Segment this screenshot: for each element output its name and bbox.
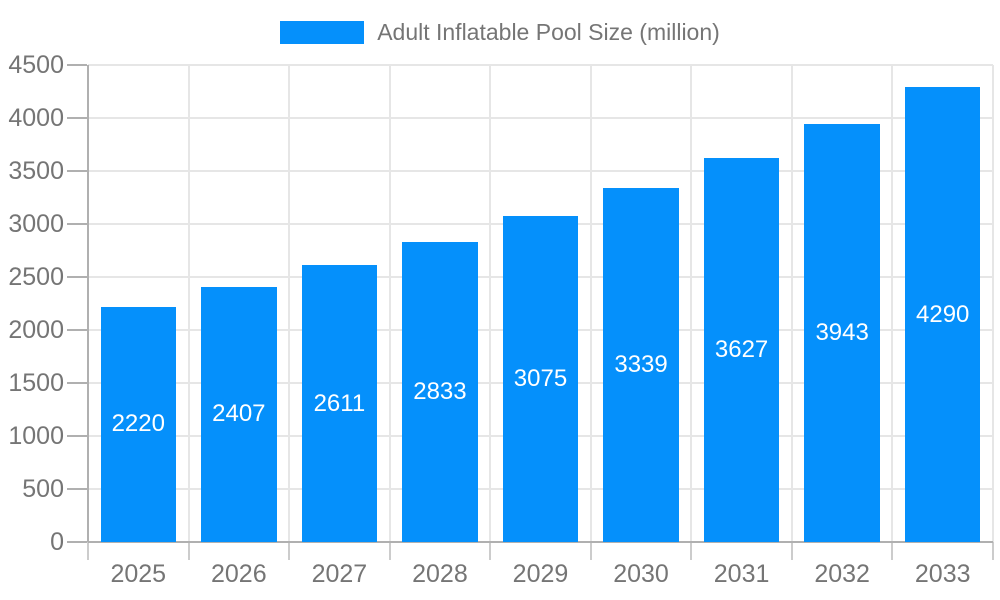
gridline-vertical	[187, 65, 190, 542]
bar[interactable]	[905, 87, 981, 542]
y-axis-tick-label: 1000	[8, 422, 64, 450]
y-tick-mark	[67, 223, 87, 225]
chart-legend[interactable]: Adult Inflatable Pool Size (million)	[0, 19, 1000, 46]
bar-value-label: 4290	[916, 300, 970, 328]
gridline-horizontal	[88, 170, 993, 172]
bar-value-label: 2611	[313, 389, 366, 417]
legend-swatch	[280, 21, 365, 44]
bar-value-label: 3627	[714, 335, 769, 363]
x-tick-mark	[790, 542, 793, 560]
bar-value-label: 2833	[413, 377, 467, 405]
y-tick-mark	[67, 64, 87, 66]
gridline-vertical	[489, 65, 492, 542]
x-tick-mark	[589, 542, 592, 560]
y-axis-tick-label: 0	[50, 528, 64, 556]
y-tick-mark	[67, 170, 87, 172]
x-tick-mark	[690, 542, 693, 560]
y-axis-tick-label: 1500	[8, 369, 64, 397]
bar-value-label: 3943	[815, 319, 869, 347]
y-tick-mark	[67, 276, 87, 278]
x-axis-tick-label: 2026	[211, 560, 267, 588]
x-axis-tick-label: 2028	[412, 560, 468, 588]
x-tick-mark	[992, 542, 994, 560]
y-axis-tick-label: 2000	[8, 316, 64, 344]
bar-value-label: 2220	[111, 410, 165, 438]
x-axis-tick-label: 2031	[713, 560, 770, 588]
x-tick-mark	[87, 542, 89, 560]
gridline-vertical	[790, 65, 793, 542]
gridline-vertical	[589, 65, 592, 542]
y-axis-tick-label: 2500	[8, 263, 64, 291]
y-tick-mark	[67, 117, 87, 119]
x-axis-tick-label: 2033	[914, 560, 971, 588]
gridline-horizontal	[88, 64, 993, 66]
x-tick-mark	[489, 542, 492, 560]
x-tick-mark	[187, 542, 190, 560]
legend-label: Adult Inflatable Pool Size (million)	[377, 19, 720, 45]
y-tick-mark	[67, 541, 87, 543]
x-axis-tick-label: 2032	[814, 560, 870, 588]
y-axis-tick-label: 4000	[8, 104, 64, 132]
bar[interactable]	[603, 188, 679, 542]
y-axis-tick-label: 3500	[8, 157, 64, 185]
gridline-vertical	[288, 65, 291, 542]
bar[interactable]	[402, 241, 478, 542]
gridline-vertical	[992, 65, 994, 542]
bar[interactable]	[301, 265, 378, 542]
y-axis-tick-label: 500	[22, 475, 64, 503]
x-axis-tick-label: 2030	[613, 560, 669, 588]
bar[interactable]	[100, 306, 176, 542]
x-tick-mark	[891, 542, 894, 560]
x-tick-mark	[388, 542, 391, 560]
y-tick-mark	[67, 329, 87, 331]
bar-value-label: 3339	[614, 351, 668, 379]
bar[interactable]	[502, 216, 579, 542]
gridline-horizontal	[88, 117, 993, 119]
y-tick-mark	[67, 488, 87, 490]
x-tick-mark	[288, 542, 291, 560]
x-axis-tick-label: 2027	[311, 560, 368, 588]
gridline-vertical	[388, 65, 391, 542]
x-axis-line	[88, 541, 993, 543]
x-axis-tick-label: 2029	[512, 560, 569, 588]
x-axis-tick-label: 2025	[110, 560, 167, 588]
y-axis-tick-label: 4500	[8, 51, 64, 79]
bar-value-label: 3075	[513, 365, 568, 393]
gridline-vertical	[891, 65, 894, 542]
bar[interactable]	[703, 157, 780, 542]
y-axis-tick-label: 3000	[8, 210, 64, 238]
y-tick-mark	[67, 435, 87, 437]
y-axis-line	[87, 65, 89, 542]
gridline-vertical	[690, 65, 693, 542]
bar[interactable]	[804, 124, 880, 542]
y-tick-mark	[67, 382, 87, 384]
bar[interactable]	[201, 286, 277, 542]
bar-value-label: 2407	[212, 400, 266, 428]
